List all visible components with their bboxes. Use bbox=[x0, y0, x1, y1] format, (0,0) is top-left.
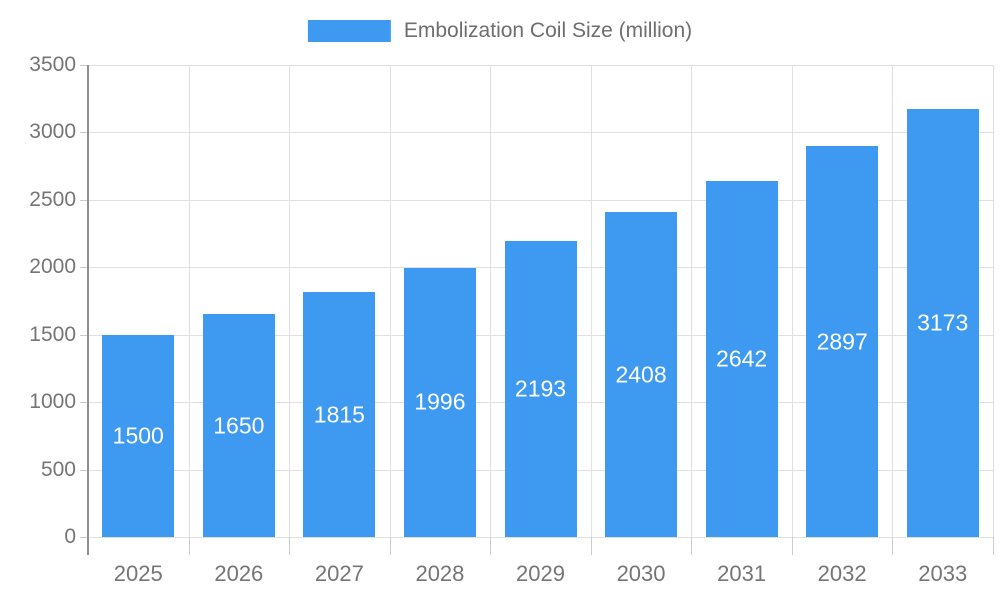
x-axis-tick-label: 2028 bbox=[415, 561, 465, 586]
y-axis-tick-label: 500 bbox=[40, 457, 76, 481]
y-axis-tick bbox=[80, 65, 88, 66]
gridline-vertical bbox=[691, 65, 693, 537]
y-axis-line bbox=[87, 65, 89, 555]
gridline-vertical bbox=[490, 65, 492, 537]
x-axis-tick bbox=[188, 537, 190, 555]
bar-value-label: 2193 bbox=[514, 375, 567, 402]
bar[interactable]: 1650 bbox=[202, 314, 275, 537]
gridline-vertical bbox=[590, 65, 592, 537]
x-axis-tick-label: 2033 bbox=[918, 561, 968, 586]
x-axis-tick-label: 2031 bbox=[717, 561, 767, 586]
y-axis-tick bbox=[80, 132, 88, 134]
y-axis-tick-label: 2000 bbox=[29, 255, 76, 279]
gridline-vertical bbox=[289, 65, 291, 537]
y-axis-tick-label: 1000 bbox=[29, 390, 76, 414]
bar[interactable]: 2642 bbox=[705, 180, 778, 537]
y-axis-tick-label: 0 bbox=[64, 525, 76, 548]
bar[interactable]: 2193 bbox=[504, 241, 577, 537]
y-axis-tick-label: 2500 bbox=[29, 187, 76, 211]
bar-value-label: 1650 bbox=[213, 412, 265, 439]
gridline-vertical bbox=[389, 65, 391, 537]
x-axis-tick-label: 2026 bbox=[214, 561, 264, 586]
y-axis-tick bbox=[80, 537, 88, 538]
gridline-vertical bbox=[993, 65, 994, 537]
gridline-vertical bbox=[188, 65, 190, 537]
bar-value-label: 1815 bbox=[313, 401, 365, 428]
x-axis-tick bbox=[590, 537, 592, 555]
y-axis-tick bbox=[80, 199, 88, 201]
bar[interactable]: 2408 bbox=[605, 212, 678, 537]
y-axis-tick bbox=[80, 402, 88, 404]
gridline-vertical bbox=[791, 65, 793, 537]
x-axis-tick bbox=[993, 537, 994, 555]
x-axis-tick bbox=[892, 537, 894, 555]
bar-value-label: 1996 bbox=[414, 388, 466, 415]
x-axis-tick-label: 2027 bbox=[314, 561, 364, 586]
bar[interactable]: 3173 bbox=[906, 109, 979, 537]
gridline-horizontal bbox=[88, 199, 993, 201]
y-axis-tick bbox=[80, 267, 88, 269]
y-axis-tick bbox=[80, 334, 88, 336]
x-axis-tick-label: 2030 bbox=[616, 561, 666, 586]
bar-value-label: 2897 bbox=[816, 328, 868, 355]
bar[interactable]: 2897 bbox=[806, 146, 879, 537]
x-axis-tick-label: 2025 bbox=[113, 561, 163, 586]
bar-value-label: 2642 bbox=[716, 345, 768, 372]
gridline-vertical bbox=[892, 65, 894, 537]
bar-value-label: 2408 bbox=[615, 361, 667, 388]
legend-marker bbox=[307, 20, 391, 42]
x-axis-tick-label: 2032 bbox=[817, 561, 867, 586]
y-axis-tick-label: 3000 bbox=[29, 120, 76, 144]
x-axis-tick bbox=[791, 537, 793, 555]
x-axis-tick bbox=[289, 537, 291, 555]
x-axis-tick bbox=[389, 537, 391, 555]
bar[interactable]: 1815 bbox=[303, 292, 376, 537]
bar-value-label: 3173 bbox=[917, 309, 969, 336]
legend-label: Embolization Coil Size (million) bbox=[403, 19, 693, 42]
legend[interactable]: Embolization Coil Size (million) bbox=[307, 19, 693, 43]
bar[interactable]: 1500 bbox=[102, 334, 175, 537]
y-axis-tick-label: 3500 bbox=[29, 53, 76, 76]
bar[interactable]: 1996 bbox=[403, 267, 476, 537]
gridline-horizontal bbox=[88, 65, 993, 66]
gridline-horizontal bbox=[88, 132, 993, 134]
bar-value-label: 1500 bbox=[112, 422, 164, 449]
y-axis-tick-label: 1500 bbox=[29, 322, 76, 346]
gridline-horizontal bbox=[88, 537, 993, 538]
y-axis-tick bbox=[80, 469, 88, 471]
x-axis-tick bbox=[490, 537, 492, 555]
x-axis-tick-label: 2029 bbox=[516, 561, 565, 586]
x-axis-tick bbox=[691, 537, 693, 555]
